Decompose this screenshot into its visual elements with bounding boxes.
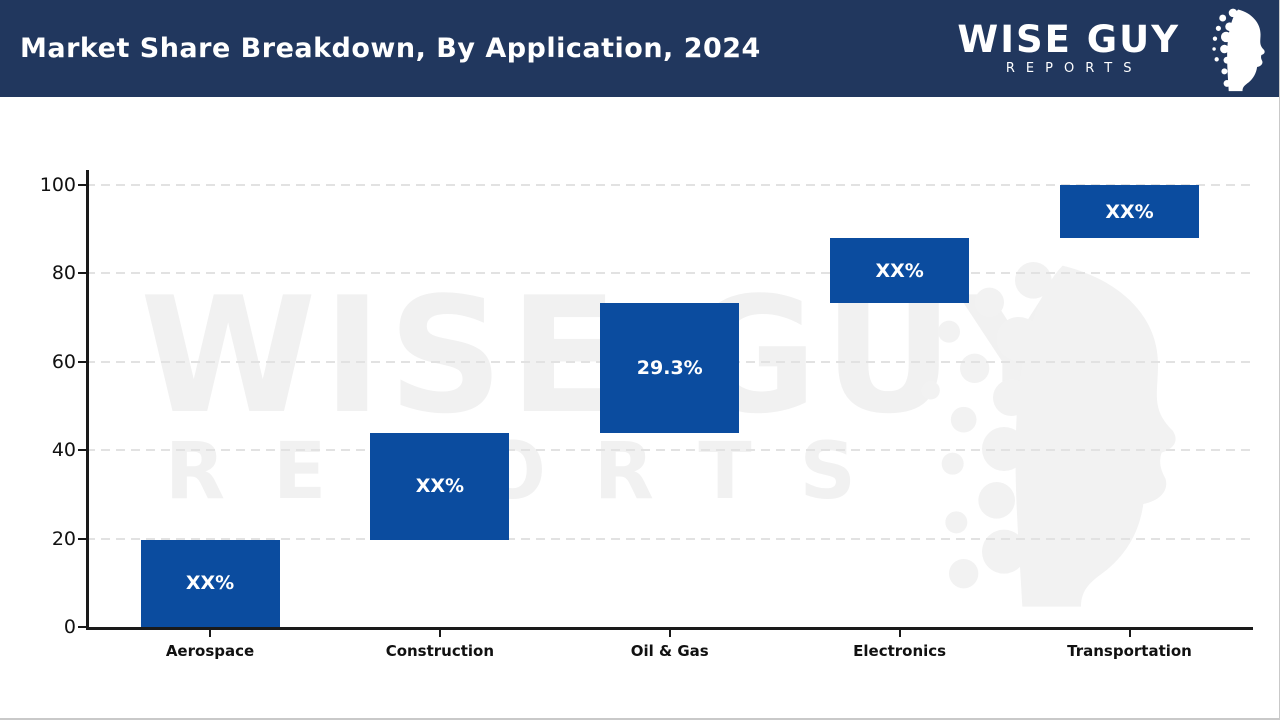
y-tick-20 [78,537,86,540]
x-tick-transportation [1128,629,1131,637]
x-tick-label-aerospace: Aerospace [165,642,255,660]
x-tick-label-transportation: Transportation [1067,642,1192,660]
bar-electronics: XX% [830,238,970,304]
bar-construction: XX% [370,432,510,540]
logo-subtitle: REPORTS [1005,61,1143,76]
logo-wordmark: WISE GUY [957,18,1180,61]
x-tick-label-oil-gas: Oil & Gas [630,642,709,660]
bar-transportation: XX% [1060,185,1199,239]
header: Market Share Breakdown, By Application, … [0,0,1279,97]
x-tick-label-construction: Construction [385,642,495,660]
y-tick-0 [78,626,86,628]
bar-value-label-construction: XX% [415,475,465,498]
y-tick-label-80: 80 [51,262,76,285]
bar-oil-gas: 29.3% [600,303,740,433]
gridline-40 [86,449,1253,452]
gridline-80 [86,272,1253,275]
y-tick-label-60: 60 [51,350,76,373]
bar-aerospace: XX% [140,539,280,627]
gridline-100 [86,184,1253,186]
bar-value-label-transportation: XX% [1105,200,1154,223]
x-axis [86,627,1253,630]
page-title: Market Share Breakdown, By Application, … [20,33,761,64]
y-tick-60 [78,360,86,363]
plot: 0 20 40 60 80 100 XX% Aerospace XX% Construction 2… [0,97,1279,718]
x-tick-oil-gas [668,629,671,637]
x-tick-construction [438,629,441,637]
wiseguy-logo: WISE GUY REPORTS [957,6,1279,92]
y-tick-label-0: 0 [63,616,76,638]
gridline-20 [86,537,1253,540]
x-tick-electronics [898,629,901,637]
bar-value-label-oil-gas: 29.3% [636,357,703,380]
wiseguy-logo-text: WISE GUY REPORTS [957,21,1180,76]
bar-value-label-aerospace: XX% [185,572,235,595]
y-tick-label-40: 40 [51,439,76,462]
chart-area: WISE GUY REPORTS 0 20 40 60 80 100 XX% Aerospac… [0,97,1279,718]
y-tick-label-20: 20 [51,527,76,550]
wiseguy-head-icon [1212,8,1265,91]
x-tick-label-electronics: Electronics [853,642,947,660]
y-axis [86,170,89,629]
y-tick-40 [78,449,86,452]
x-tick-aerospace [209,629,211,637]
bar-value-label-electronics: XX% [875,259,924,282]
y-tick-80 [78,272,86,275]
y-tick-100 [78,184,86,186]
y-tick-label-100: 100 [39,174,76,196]
